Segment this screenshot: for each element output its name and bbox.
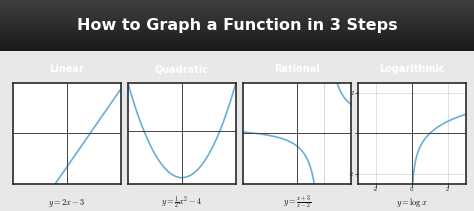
Text: How to Graph a Function in 3 Steps: How to Graph a Function in 3 Steps: [77, 18, 397, 33]
Text: Logarithmic: Logarithmic: [379, 64, 445, 74]
Text: $y = 2x - 3$: $y = 2x - 3$: [48, 197, 86, 208]
Text: Quadratic: Quadratic: [155, 64, 209, 74]
Text: Rational: Rational: [274, 64, 320, 74]
Text: $y = \log x$: $y = \log x$: [396, 196, 428, 209]
Text: $y = \frac{1}{2}x^2 - 4$: $y = \frac{1}{2}x^2 - 4$: [161, 194, 202, 211]
Text: $y = \frac{x+3}{x-2}$: $y = \frac{x+3}{x-2}$: [283, 194, 311, 211]
Text: Linear: Linear: [50, 64, 84, 74]
